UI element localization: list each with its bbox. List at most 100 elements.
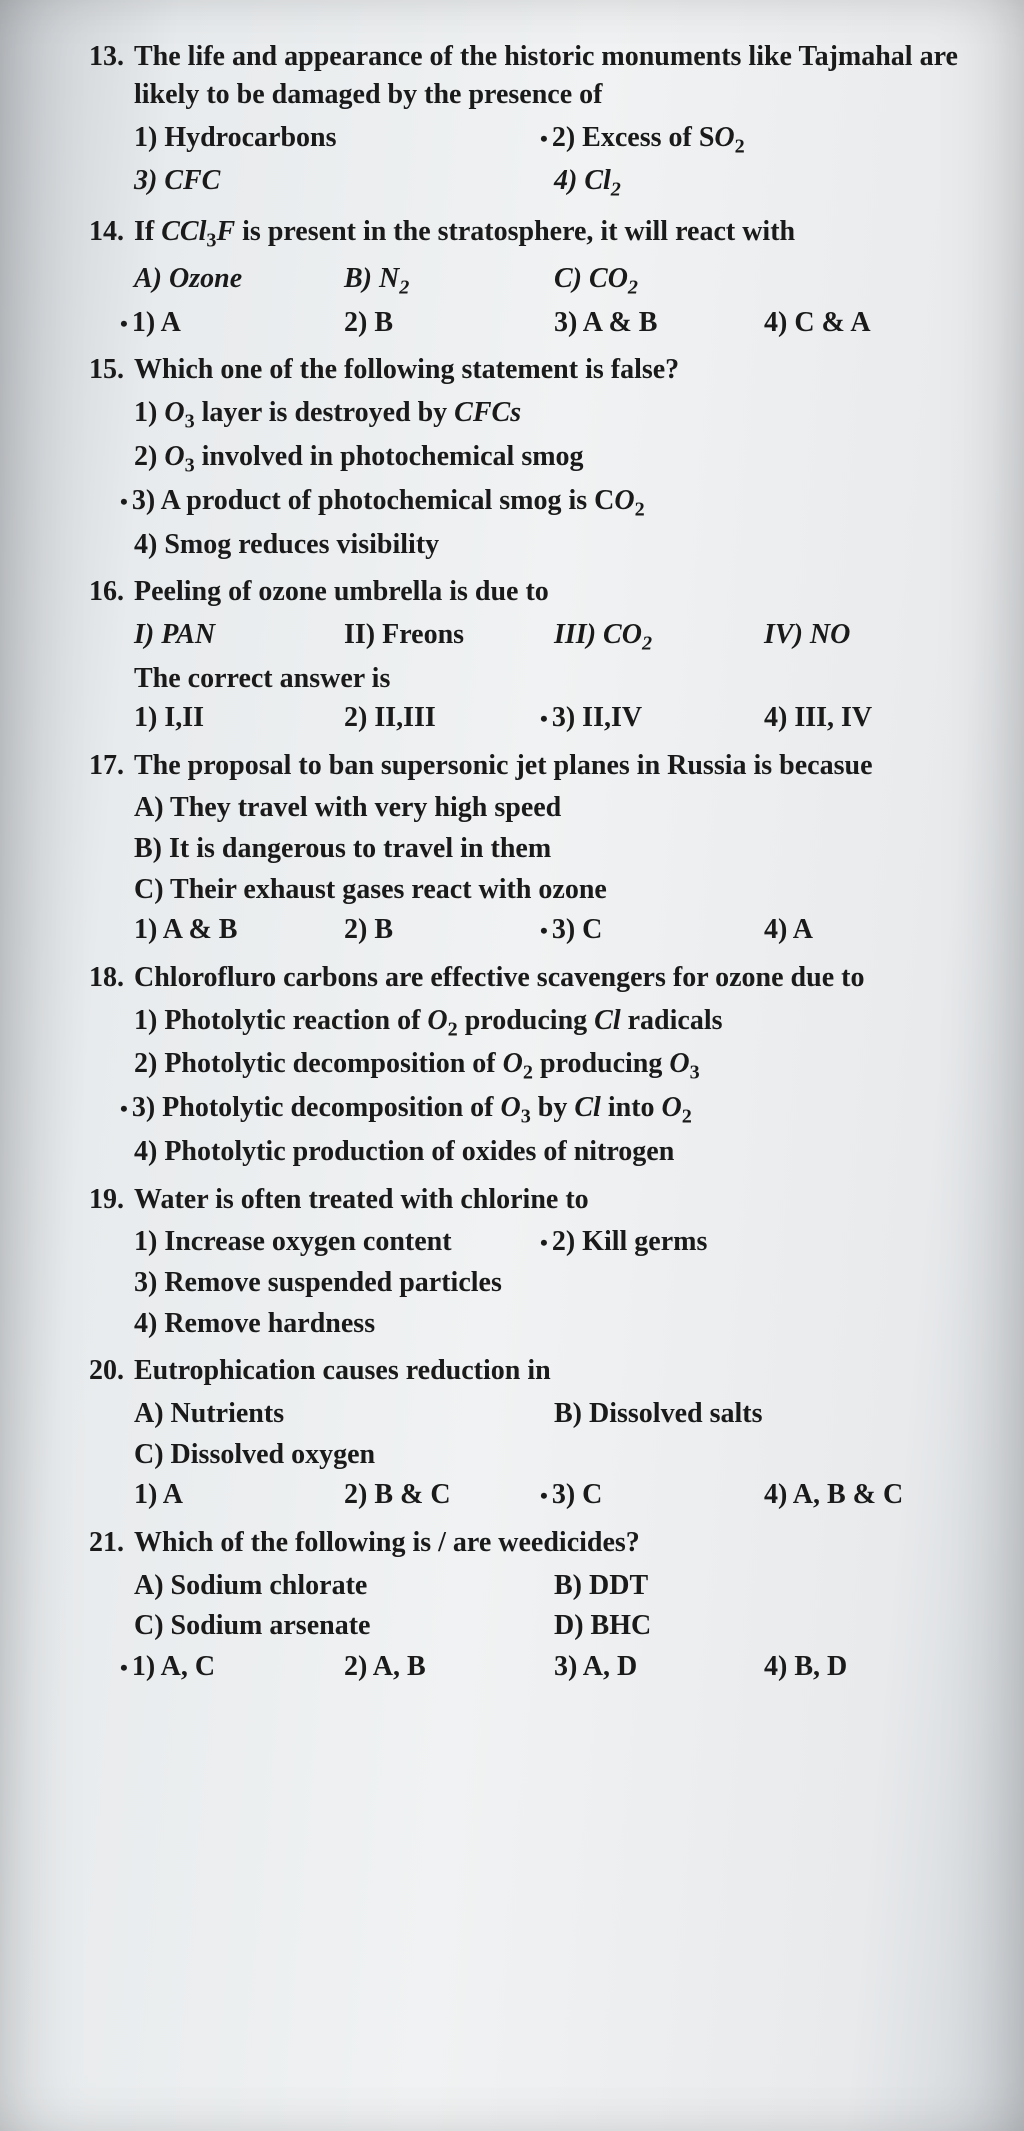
question: 17.The proposal to ban supersonic jet pl… [70,747,974,951]
option-row: 3) CFC4) Cl2 [134,161,974,205]
option: 1) I,II [134,698,344,739]
question-stem: 13.The life and appearance of the histor… [70,38,974,114]
options: A) NutrientsB) Dissolved saltsC) Dissolv… [70,1394,974,1516]
option-row: 3) A product of photochemical smog is CO… [134,481,974,525]
option: A) Ozone [134,259,344,303]
question: 16.Peeling of ozone umbrella is due to I)… [70,573,974,738]
question-number: 17. [70,747,134,785]
option: 2) Photolytic decomposition of O2 produc… [134,1044,974,1088]
option-row: 1) Photolytic reaction of O2 producing C… [134,1001,974,1045]
option-row: 3) Photolytic decomposition of O3 by Cl … [134,1088,974,1132]
question-number: 13. [70,38,134,114]
option: 2) A, B [344,1647,554,1688]
option: III) CO2 [554,615,764,659]
option: 3) C [554,910,764,951]
question-number: 16. [70,573,134,611]
question-stem: 19.Water is often treated with chlorine … [70,1181,974,1219]
question-text: The life and appearance of the historic … [134,38,974,114]
option-row: A) They travel with very high speed [134,788,974,829]
option: 3) CFC [134,161,554,205]
option-row: C) Dissolved oxygen [134,1435,974,1476]
option: 1) Photolytic reaction of O2 producing C… [134,1001,974,1045]
option: 4) B, D [764,1647,974,1688]
question-number: 18. [70,959,134,997]
option: B) N2 [344,259,554,303]
question: 19.Water is often treated with chlorine … [70,1181,974,1345]
option: 3) Remove suspended particles [134,1263,974,1304]
option-row: 1) A2) B3) A & B4) C & A [134,303,974,344]
lead-text: The correct answer is [70,659,974,698]
option: 1) A [134,1475,344,1516]
options: A) Sodium chlorateB) DDTC) Sodium arsena… [70,1566,974,1688]
question: 20.Eutrophication causes reduction in A) … [70,1352,974,1516]
option-row: 1) A, C2) A, B3) A, D4) B, D [134,1647,974,1688]
option-row: 3) Remove suspended particles [134,1263,974,1304]
page: 13.The life and appearance of the histor… [0,0,1024,2131]
option: 1) A [134,303,344,344]
option-row: 1) A2) B & C3) C4) A, B & C [134,1475,974,1516]
option: 3) C [554,1475,764,1516]
options: I) PANII) FreonsIII) CO2IV) NO [70,615,974,659]
option: C) Dissolved oxygen [134,1435,974,1476]
question-number: 20. [70,1352,134,1390]
question-stem: 17.The proposal to ban supersonic jet pl… [70,747,974,785]
option: 1) Hydrocarbons [134,118,554,162]
option: IV) NO [764,615,974,659]
option-row: 1) Increase oxygen content2) Kill germs [134,1222,974,1263]
option: 4) III, IV [764,698,974,739]
option-row: C) Their exhaust gases react with ozone [134,870,974,911]
option-row: A) Sodium chlorateB) DDT [134,1566,974,1607]
option: 3) A, D [554,1647,764,1688]
options: 1) O3 layer is destroyed by CFCs2) O3 in… [70,393,974,565]
question-text: Which of the following is / are weedicid… [134,1524,974,1562]
question: 13.The life and appearance of the histor… [70,38,974,205]
option: C) Sodium arsenate [134,1606,554,1647]
question-number: 19. [70,1181,134,1219]
options: A) They travel with very high speedB) It… [70,788,974,950]
option: 3) II,IV [554,698,764,739]
option: 4) C & A [764,303,974,344]
options: 1) Increase oxygen content2) Kill germs3… [70,1222,974,1344]
option-row: 1) A & B2) B3) C4) A [134,910,974,951]
option-row: 4) Photolytic production of oxides of ni… [134,1132,974,1173]
question-text: Peeling of ozone umbrella is due to [134,573,974,611]
option: 2) B & C [344,1475,554,1516]
question: 14.If CCl3F is present in the stratosphe… [70,213,974,343]
option: II) Freons [344,615,554,659]
option-row: 2) O3 involved in photochemical smog [134,437,974,481]
question-number: 14. [70,213,134,255]
option: 2) II,III [344,698,554,739]
option: B) It is dangerous to travel in them [134,829,974,870]
option: 1) Increase oxygen content [134,1222,554,1263]
question-stem: 16.Peeling of ozone umbrella is due to [70,573,974,611]
question: 21.Which of the following is / are weedi… [70,1524,974,1688]
option [764,259,974,303]
option-row: 4) Smog reduces visibility [134,525,974,566]
option: 4) Photolytic production of oxides of ni… [134,1132,974,1173]
options: A) OzoneB) N2C) CO21) A2) B3) A & B4) C … [70,259,974,343]
question-text: Chlorofluro carbons are effective scaven… [134,959,974,997]
option-row: 1) Hydrocarbons2) Excess of SO2 [134,118,974,162]
option: 1) O3 layer is destroyed by CFCs [134,393,974,437]
question-text: If CCl3F is present in the stratosphere,… [134,213,974,255]
question-stem: 15.Which one of the following statement … [70,351,974,389]
options: 1) Photolytic reaction of O2 producing C… [70,1001,974,1173]
question-text: Which one of the following statement is … [134,351,974,389]
question-text: The proposal to ban supersonic jet plane… [134,747,974,785]
option-row: B) It is dangerous to travel in them [134,829,974,870]
option: 1) A & B [134,910,344,951]
question-stem: 14.If CCl3F is present in the stratosphe… [70,213,974,255]
option: D) BHC [554,1606,974,1647]
option: 4) Remove hardness [134,1304,974,1345]
option: 4) A, B & C [764,1475,974,1516]
options: 1) I,II2) II,III3) II,IV4) III, IV [70,698,974,739]
option: C) Their exhaust gases react with ozone [134,870,974,911]
option: B) Dissolved salts [554,1394,974,1435]
option-row: A) NutrientsB) Dissolved salts [134,1394,974,1435]
option: A) They travel with very high speed [134,788,974,829]
question-text: Water is often treated with chlorine to [134,1181,974,1219]
option-row: 4) Remove hardness [134,1304,974,1345]
option-row: 1) O3 layer is destroyed by CFCs [134,393,974,437]
option: 3) Photolytic decomposition of O3 by Cl … [134,1088,974,1132]
question-text: Eutrophication causes reduction in [134,1352,974,1390]
